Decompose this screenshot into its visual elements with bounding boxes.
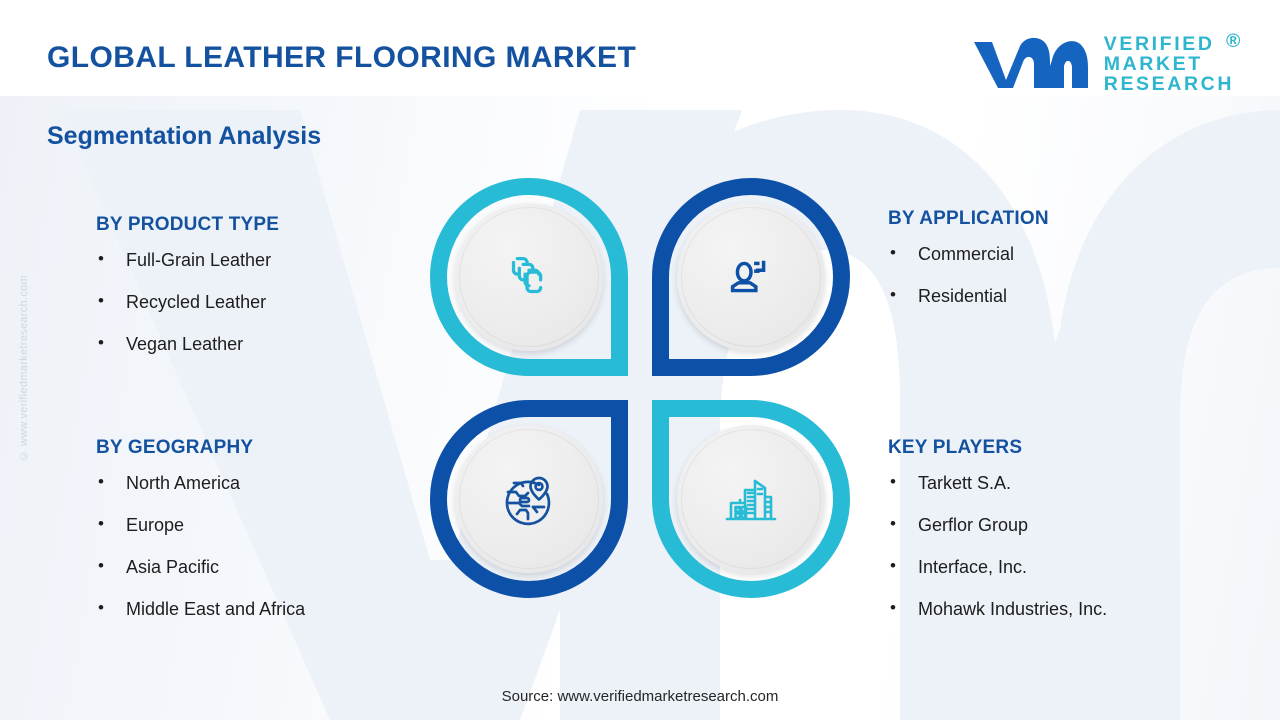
list-item: Residential — [888, 285, 1049, 307]
segment-block-application: BY APPLICATION Commercial Residential — [888, 208, 1049, 307]
list-item: Commercial — [888, 243, 1049, 265]
stacked-layers-icon — [511, 256, 543, 294]
petal-disc — [455, 425, 603, 573]
list-item: North America — [96, 472, 305, 494]
list-item: Interface, Inc. — [888, 556, 1107, 578]
user-profile-icon — [730, 260, 766, 293]
list-item: Europe — [96, 514, 305, 536]
list-item: Mohawk Industries, Inc. — [888, 598, 1107, 620]
city-buildings-icon — [725, 479, 777, 521]
vmr-logo: VERIFIED MARKET RESEARCH ® — [970, 27, 1241, 103]
list-item: Middle East and Africa — [96, 598, 305, 620]
petal-disc — [455, 203, 603, 351]
segment-heading-application: BY APPLICATION — [888, 208, 1049, 229]
segment-block-geography: BY GEOGRAPHY North America Europe Asia P… — [96, 437, 305, 620]
segment-block-product-type: BY PRODUCT TYPE Full-Grain Leather Recyc… — [96, 214, 279, 355]
segment-heading-product-type: BY PRODUCT TYPE — [96, 214, 280, 235]
segment-block-key-players: KEY PLAYERS Tarkett S.A. Gerflor Group I… — [888, 437, 1107, 620]
segment-list-application: Commercial Residential — [888, 243, 1049, 307]
vmr-logomark-icon — [973, 37, 1088, 88]
petal-disc — [677, 203, 825, 351]
list-item: Tarkett S.A. — [888, 472, 1107, 494]
registered-mark-icon: ® — [1226, 30, 1243, 53]
segment-list-geography: North America Europe Asia Pacific Middle… — [96, 472, 305, 620]
petal-cluster — [430, 178, 854, 608]
source-caption: Source: www.verifiedmarketresearch.com — [501, 688, 779, 705]
petal-disc — [677, 425, 825, 573]
list-item: Gerflor Group — [888, 514, 1107, 536]
list-item: Full-Grain Leather — [96, 249, 279, 271]
segment-list-key-players: Tarkett S.A. Gerflor Group Interface, In… — [888, 472, 1107, 620]
side-watermark: © www.verifiedmarketresearch.com — [18, 275, 30, 462]
petal-application — [652, 178, 850, 376]
logo-line-2: MARKET — [1103, 53, 1203, 76]
globe-location-pin-icon — [505, 476, 551, 526]
petal-product-type — [430, 178, 628, 376]
page-title: GLOBAL LEATHER FLOORING MARKET — [47, 41, 637, 74]
segment-heading-key-players: KEY PLAYERS — [888, 437, 1023, 458]
segment-heading-geography: BY GEOGRAPHY — [96, 437, 254, 458]
petal-key-players — [652, 400, 850, 598]
petal-geography — [430, 400, 628, 598]
logo-line-1: VERIFIED — [1103, 33, 1215, 56]
page-subtitle: Segmentation Analysis — [47, 122, 322, 150]
vmr-wordmark: VERIFIED MARKET RESEARCH ® — [1103, 31, 1241, 95]
logo-line-3: RESEARCH — [1103, 72, 1234, 95]
list-item: Vegan Leather — [96, 333, 279, 355]
segment-list-product-type: Full-Grain Leather Recycled Leather Vega… — [96, 249, 279, 355]
list-item: Recycled Leather — [96, 291, 279, 313]
list-item: Asia Pacific — [96, 556, 305, 578]
